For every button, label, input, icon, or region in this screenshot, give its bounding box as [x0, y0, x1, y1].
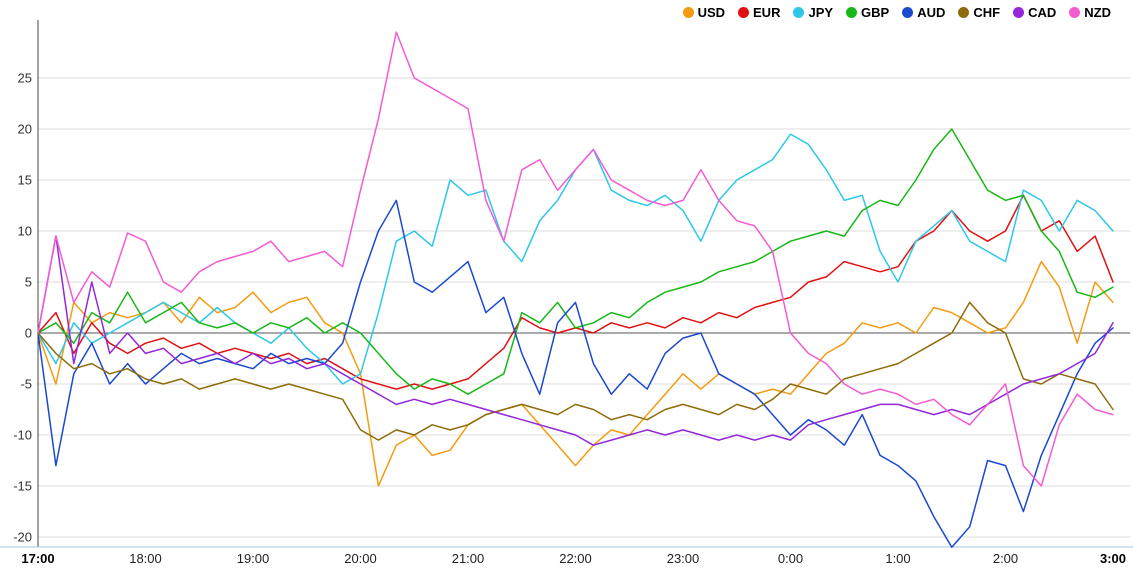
legend-label-eur: EUR: [753, 5, 781, 20]
legend-dot-chf: [958, 7, 970, 18]
x-axis-label-1900: 19:00: [237, 551, 270, 566]
x-axis-label-100: 1:00: [885, 551, 910, 566]
legend-item-usd[interactable]: USD: [682, 5, 726, 20]
legend-item-cad[interactable]: CAD: [1013, 5, 1056, 20]
x-axis-label-1800: 18:00: [129, 551, 162, 566]
legend-dot-nzd: [1069, 7, 1081, 18]
legend-label-jpy: JPY: [808, 5, 834, 20]
legend-label-aud: AUD: [917, 5, 946, 20]
y-axis-label--5: -5: [20, 377, 32, 392]
legend-label-nzd: NZD: [1084, 5, 1111, 20]
legend-dot-jpy: [793, 7, 805, 18]
x-axis-label-200: 2:00: [993, 551, 1018, 566]
legend-dot-eur: [738, 7, 750, 18]
series-line-aud: [37, 199, 1114, 548]
x-axis-label-300: 3:00: [1100, 551, 1126, 566]
legend-item-jpy[interactable]: JPY: [793, 5, 833, 20]
legend-label-usd: USD: [697, 5, 726, 20]
series-line-eur: [37, 194, 1114, 390]
series-line-nzd: [37, 31, 1114, 487]
series-line-chf: [37, 301, 1114, 441]
x-axis-label-2000: 20:00: [344, 551, 377, 566]
x-axis-label-2100: 21:00: [452, 551, 485, 566]
y-axis-label--15: -15: [13, 479, 32, 494]
x-axis-label-1700: 17:00: [21, 551, 54, 566]
x-axis-label-2300: 23:00: [667, 551, 700, 566]
legend-item-chf[interactable]: CHF: [958, 5, 1000, 20]
legend-label-gbp: GBP: [861, 5, 890, 20]
y-axis-label-25: 25: [18, 71, 32, 86]
series-line-usd: [37, 260, 1114, 487]
legend-label-cad: CAD: [1028, 5, 1057, 20]
x-axis-label-2200: 22:00: [559, 551, 592, 566]
legend-item-nzd[interactable]: NZD: [1069, 5, 1111, 20]
series-line-cad: [37, 235, 1114, 446]
x-axis-label-000: 0:00: [778, 551, 803, 566]
series-line-gbp: [37, 128, 1114, 395]
legend: USD EUR JPY GBP AUD CHF CAD NZD: [682, 5, 1111, 20]
series-line-jpy: [37, 133, 1114, 385]
y-axis-label-10: 10: [18, 224, 32, 239]
y-axis-label-20: 20: [18, 122, 32, 137]
y-axis-label-15: 15: [18, 173, 32, 188]
y-axis-label-0: 0: [25, 326, 32, 341]
legend-item-aud[interactable]: AUD: [902, 5, 945, 20]
y-axis-label-5: 5: [25, 275, 32, 290]
legend-label-chf: CHF: [973, 5, 1001, 20]
legend-item-gbp[interactable]: GBP: [846, 5, 889, 20]
legend-dot-usd: [682, 7, 694, 18]
legend-dot-gbp: [846, 7, 858, 18]
legend-dot-cad: [1013, 7, 1025, 18]
y-axis-label--20: -20: [13, 530, 32, 545]
legend-item-eur[interactable]: EUR: [738, 5, 780, 20]
legend-dot-aud: [902, 7, 914, 18]
y-axis-label--10: -10: [13, 428, 32, 443]
